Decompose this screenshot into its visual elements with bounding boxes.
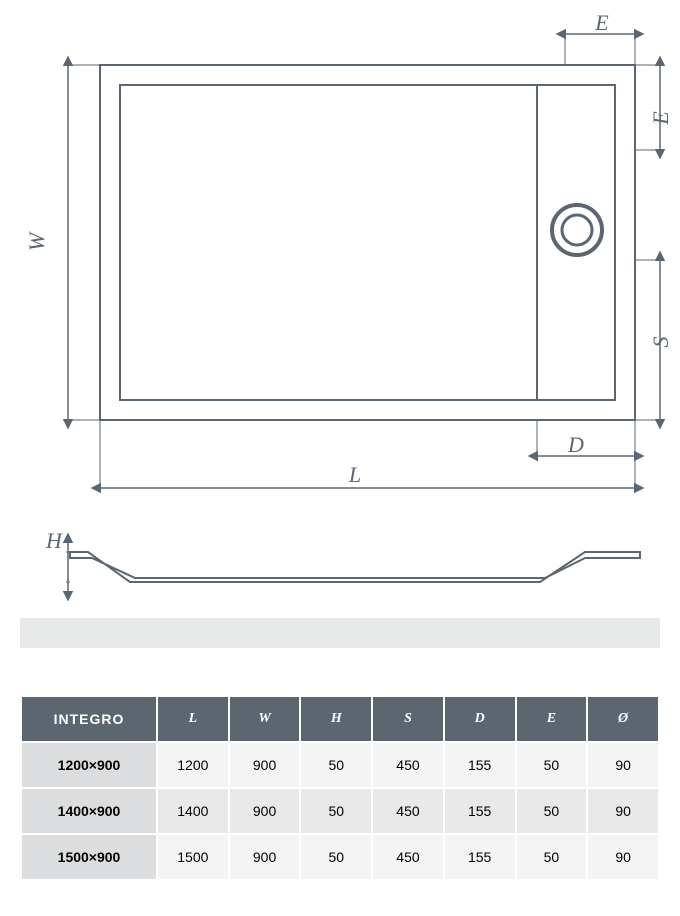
col-header: Ø (587, 696, 659, 742)
col-header: D (444, 696, 516, 742)
table-row: 1400×9001400900504501555090 (21, 788, 659, 834)
cell: 50 (516, 834, 588, 880)
cell: 155 (444, 742, 516, 788)
cell: 90 (587, 834, 659, 880)
separator-band (20, 618, 660, 648)
cell: 1500 (157, 834, 229, 880)
cell: 450 (372, 834, 444, 880)
cell: 450 (372, 788, 444, 834)
svg-text:E: E (594, 10, 609, 35)
cell: 900 (229, 834, 301, 880)
col-header: H (300, 696, 372, 742)
cell: 50 (516, 742, 588, 788)
col-header: L (157, 696, 229, 742)
cell: 90 (587, 788, 659, 834)
col-header: W (229, 696, 301, 742)
svg-text:W: W (24, 231, 49, 251)
svg-text:E: E (648, 111, 673, 126)
cell: 50 (516, 788, 588, 834)
cell: 900 (229, 788, 301, 834)
dimensions-table: INTEGROLWHSDEØ 1200×90012009005045015550… (20, 695, 660, 881)
cell: 1200 (157, 742, 229, 788)
col-header: E (516, 696, 588, 742)
row-label: 1500×900 (21, 834, 157, 880)
cell: 1400 (157, 788, 229, 834)
table-row: 1200×9001200900504501555090 (21, 742, 659, 788)
svg-text:L: L (348, 462, 361, 487)
cell: 50 (300, 742, 372, 788)
technical-drawing: W L D S E E H (0, 0, 680, 620)
table-title: INTEGRO (21, 696, 157, 742)
svg-text:D: D (567, 432, 584, 457)
table-row: 1500×9001500900504501555090 (21, 834, 659, 880)
cell: 90 (587, 742, 659, 788)
cell: 155 (444, 788, 516, 834)
cell: 900 (229, 742, 301, 788)
svg-text:S: S (648, 337, 673, 348)
svg-text:H: H (45, 528, 63, 553)
cell: 50 (300, 788, 372, 834)
row-label: 1400×900 (21, 788, 157, 834)
cell: 450 (372, 742, 444, 788)
cell: 50 (300, 834, 372, 880)
cell: 155 (444, 834, 516, 880)
col-header: S (372, 696, 444, 742)
row-label: 1200×900 (21, 742, 157, 788)
